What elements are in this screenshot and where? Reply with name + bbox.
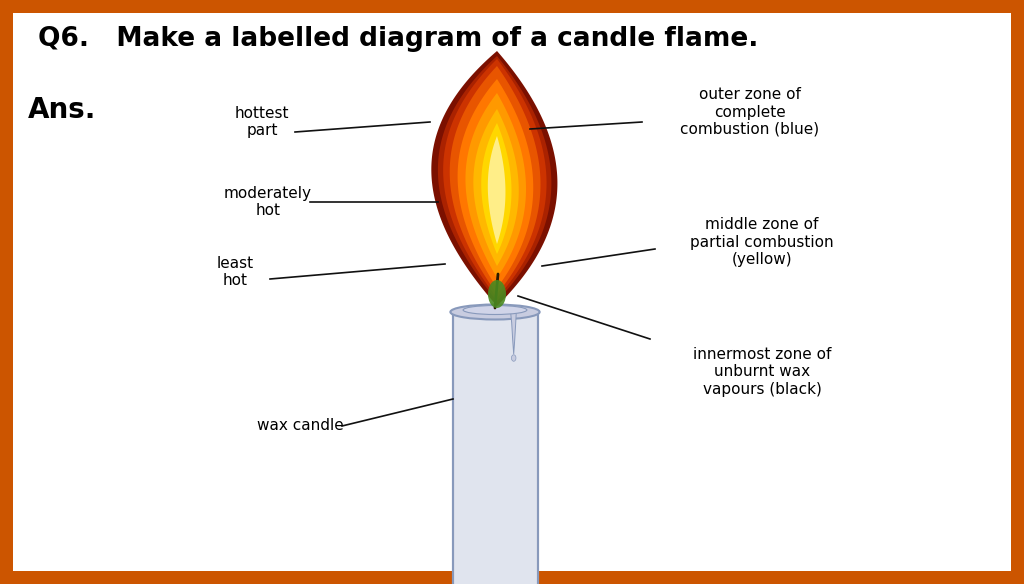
Ellipse shape	[451, 304, 540, 319]
Polygon shape	[510, 308, 516, 354]
Ellipse shape	[511, 354, 516, 361]
Text: Q6.   Make a labelled diagram of a candle flame.: Q6. Make a labelled diagram of a candle …	[38, 26, 759, 52]
Polygon shape	[466, 93, 526, 278]
Polygon shape	[450, 66, 541, 294]
Polygon shape	[481, 123, 512, 254]
Polygon shape	[438, 56, 551, 301]
Polygon shape	[487, 136, 506, 244]
Polygon shape	[431, 51, 557, 306]
Polygon shape	[473, 109, 519, 266]
Text: innermost zone of
unburnt wax
vapours (black): innermost zone of unburnt wax vapours (b…	[693, 347, 831, 397]
Text: hottest
part: hottest part	[234, 106, 289, 138]
Text: outer zone of
complete
combustion (blue): outer zone of complete combustion (blue)	[680, 87, 819, 137]
Ellipse shape	[488, 280, 506, 308]
Text: wax candle: wax candle	[257, 419, 343, 433]
Text: moderately
hot: moderately hot	[224, 186, 312, 218]
Text: Ans.: Ans.	[28, 96, 96, 124]
Polygon shape	[458, 79, 534, 288]
Ellipse shape	[463, 305, 527, 315]
Text: least
hot: least hot	[216, 256, 254, 288]
Text: middle zone of
partial combustion
(yellow): middle zone of partial combustion (yello…	[690, 217, 834, 267]
Polygon shape	[453, 312, 538, 584]
Polygon shape	[443, 59, 547, 298]
